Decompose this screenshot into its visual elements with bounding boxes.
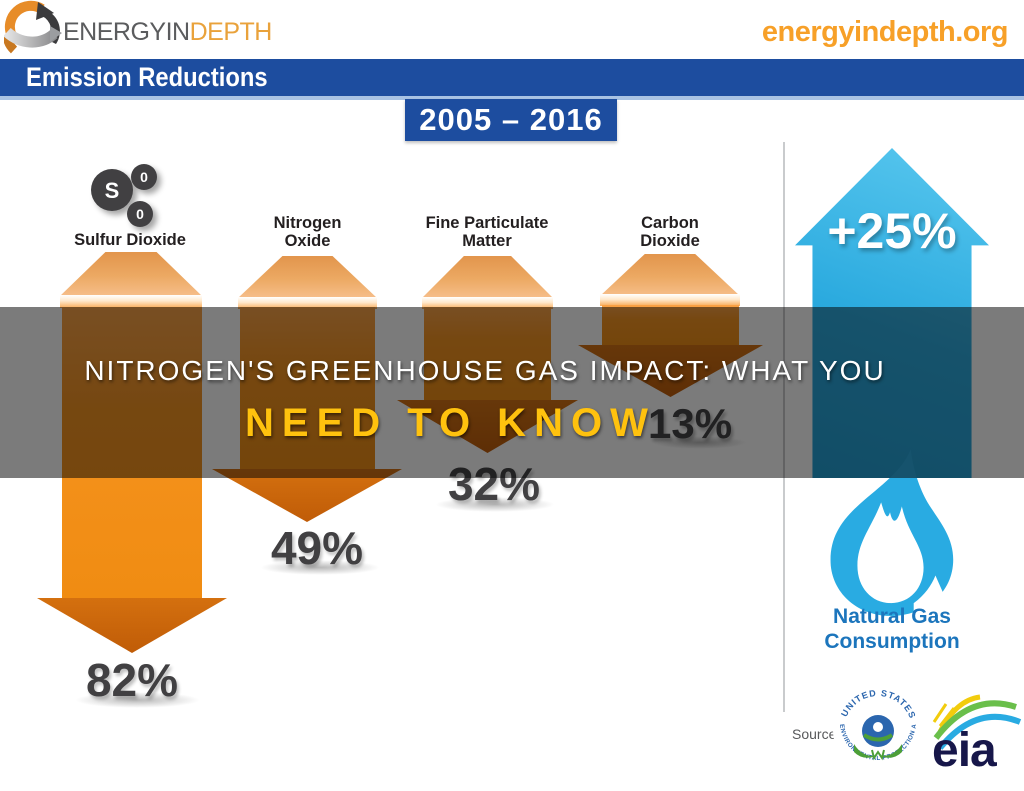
period-badge: 2005 – 2016 [405, 99, 617, 141]
eia-logo-icon: eia [932, 694, 1022, 772]
svg-text:0: 0 [136, 206, 144, 222]
so2-molecule-icon: 0 0 S [91, 164, 157, 227]
label-line1: Fine Particulate [425, 214, 549, 232]
banner-title: Emission Reductions [26, 62, 268, 92]
energy-in-depth-logo: ENERGYINDEPTH [63, 18, 272, 47]
so2-percent-shadow [75, 692, 200, 708]
label-line1: Sulfur Dioxide [74, 231, 186, 249]
energy-in-depth-logo-icon [4, 0, 62, 54]
logo-text-secondary: DEPTH [189, 18, 273, 46]
nox-percent-shadow [260, 560, 380, 575]
label-line1: Carbon [641, 214, 699, 232]
column-label-fine-particulate-matter: Fine Particulate Matter [412, 214, 562, 251]
source-label: Source: [792, 726, 841, 742]
flame-icon [830, 449, 954, 617]
label-line2: Matter [462, 232, 512, 251]
svg-text:eia: eia [932, 724, 997, 772]
pm-arrow-top [422, 256, 553, 298]
so2-arrow-top [60, 252, 202, 296]
label-line1: Nitrogen [273, 214, 342, 232]
natural-gas-consumption-label: Natural Gas Consumption [790, 604, 994, 654]
svg-text:S: S [105, 178, 120, 203]
nox-percent-label: 49% [270, 522, 364, 574]
co2-arrow-highlight [600, 294, 740, 306]
gas-label-line1: Natural Gas [833, 605, 951, 628]
website-url: energyindepth.org [761, 16, 1009, 48]
label-line2: Dioxide [640, 232, 700, 251]
title-overlay-band [0, 307, 1024, 478]
nox-arrow-highlight [238, 297, 377, 309]
svg-text:0: 0 [140, 169, 148, 185]
pm-percent-shadow [435, 497, 555, 512]
logo-text-primary: ENERGYIN [63, 18, 190, 46]
column-label-carbon-dioxide: Carbon Dioxide [600, 214, 740, 251]
pm-arrow-highlight [422, 297, 553, 309]
natural-gas-increase-label: +25% [827, 203, 957, 259]
so2-arrow-highlight [60, 295, 202, 308]
so2-percent-label: 82% [85, 654, 179, 706]
gas-label-line2: Consumption [824, 630, 960, 654]
title-banner [0, 59, 1024, 100]
so2-arrow-head [37, 598, 227, 653]
co2-arrow-top [600, 254, 740, 296]
overlay-title-line1: NITROGEN'S GREENHOUSE GAS IMPACT: WHAT Y… [84, 355, 886, 386]
nox-arrow-top [238, 256, 377, 298]
epa-seal-icon: UNITED STATES ENVIRONMENTAL PROTECTION A… [832, 684, 923, 775]
column-label-nitrogen-oxide: Nitrogen Oxide [240, 214, 375, 251]
label-line2: Oxide [284, 232, 331, 251]
column-label-sulfur-dioxide: Sulfur Dioxide [50, 231, 210, 249]
overlay-title-line2: NEED TO KNOW [245, 401, 656, 445]
